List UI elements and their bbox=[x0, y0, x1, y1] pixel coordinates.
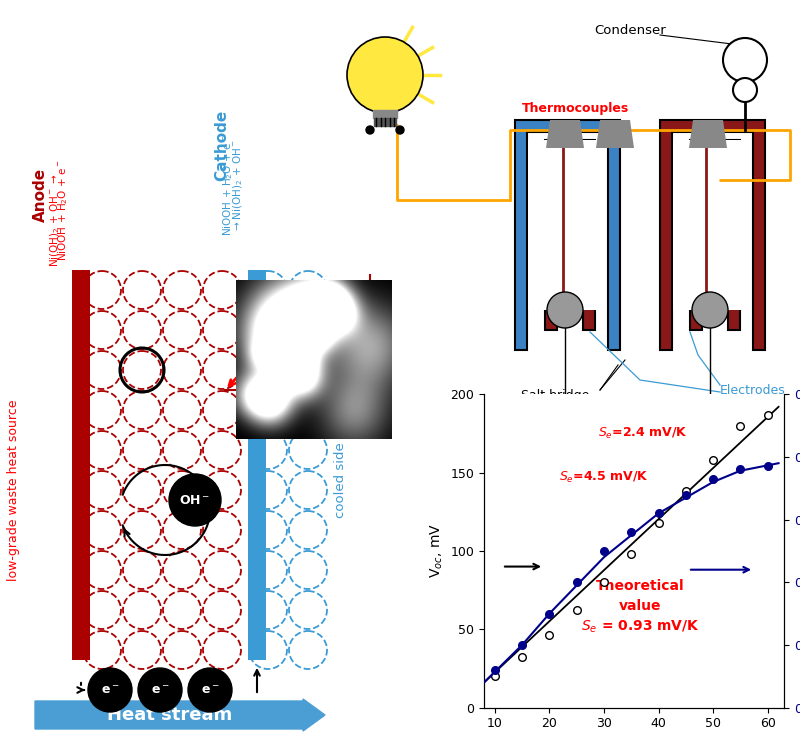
Text: cooled side: cooled side bbox=[334, 442, 346, 518]
Text: Condenser: Condenser bbox=[594, 24, 666, 37]
Circle shape bbox=[366, 126, 374, 134]
Polygon shape bbox=[689, 120, 727, 148]
Text: e$^-$: e$^-$ bbox=[201, 683, 219, 696]
Bar bbox=[248, 270, 266, 660]
Circle shape bbox=[396, 126, 404, 134]
Bar bbox=[374, 118, 396, 126]
Bar bbox=[673, 140, 747, 310]
Circle shape bbox=[88, 668, 132, 712]
Bar bbox=[528, 140, 602, 310]
Text: Heat stream: Heat stream bbox=[107, 706, 233, 724]
Circle shape bbox=[692, 292, 728, 328]
Text: $S_e$=4.5 mV/K: $S_e$=4.5 mV/K bbox=[559, 469, 649, 484]
Polygon shape bbox=[515, 120, 620, 350]
Circle shape bbox=[188, 668, 232, 712]
Polygon shape bbox=[660, 120, 765, 350]
Text: Thermocouples: Thermocouples bbox=[522, 102, 629, 114]
Text: Cold bath: Cold bath bbox=[561, 226, 574, 290]
X-axis label: ΔT, °C: ΔT, °C bbox=[612, 736, 656, 737]
Text: e$^-$: e$^-$ bbox=[101, 683, 119, 696]
Text: → Ni(OH)$_2$ + OH$^-$: → Ni(OH)$_2$ + OH$^-$ bbox=[231, 139, 245, 231]
Circle shape bbox=[547, 292, 583, 328]
Text: NiOOH + H$_2$O + e$^-$: NiOOH + H$_2$O + e$^-$ bbox=[56, 159, 70, 261]
Text: $S_e$=2.4 mV/K: $S_e$=2.4 mV/K bbox=[598, 426, 688, 441]
Bar bbox=[373, 110, 397, 118]
FancyArrow shape bbox=[35, 699, 325, 731]
Circle shape bbox=[723, 38, 767, 82]
Text: NiOOH + H$_2$O + e$^-$: NiOOH + H$_2$O + e$^-$ bbox=[221, 134, 235, 236]
Text: Electrodes: Electrodes bbox=[720, 383, 786, 397]
Polygon shape bbox=[546, 120, 584, 148]
Polygon shape bbox=[596, 120, 634, 148]
Polygon shape bbox=[690, 140, 740, 330]
Polygon shape bbox=[545, 140, 595, 330]
Text: Cathode: Cathode bbox=[214, 109, 230, 181]
Circle shape bbox=[138, 668, 182, 712]
Circle shape bbox=[169, 474, 221, 526]
Text: Anode: Anode bbox=[33, 168, 47, 222]
Text: low-grade waste heat source: low-grade waste heat source bbox=[7, 399, 21, 581]
Bar bbox=[72, 270, 90, 660]
Y-axis label: V$_{oc}$, mV: V$_{oc}$, mV bbox=[429, 523, 445, 579]
Text: Salt bridge: Salt bridge bbox=[521, 388, 589, 402]
Text: e$^-$: e$^-$ bbox=[150, 683, 170, 696]
Text: Theoretical
value
$S_e$ = 0.93 mV/K: Theoretical value $S_e$ = 0.93 mV/K bbox=[581, 579, 699, 635]
Text: Hot bath: Hot bath bbox=[706, 229, 719, 287]
Text: OH$^-$: OH$^-$ bbox=[179, 494, 210, 506]
Circle shape bbox=[733, 78, 757, 102]
Text: Ni(OH)$_2$ + OH$^-$ →: Ni(OH)$_2$ + OH$^-$ → bbox=[48, 173, 62, 267]
Circle shape bbox=[347, 37, 423, 113]
